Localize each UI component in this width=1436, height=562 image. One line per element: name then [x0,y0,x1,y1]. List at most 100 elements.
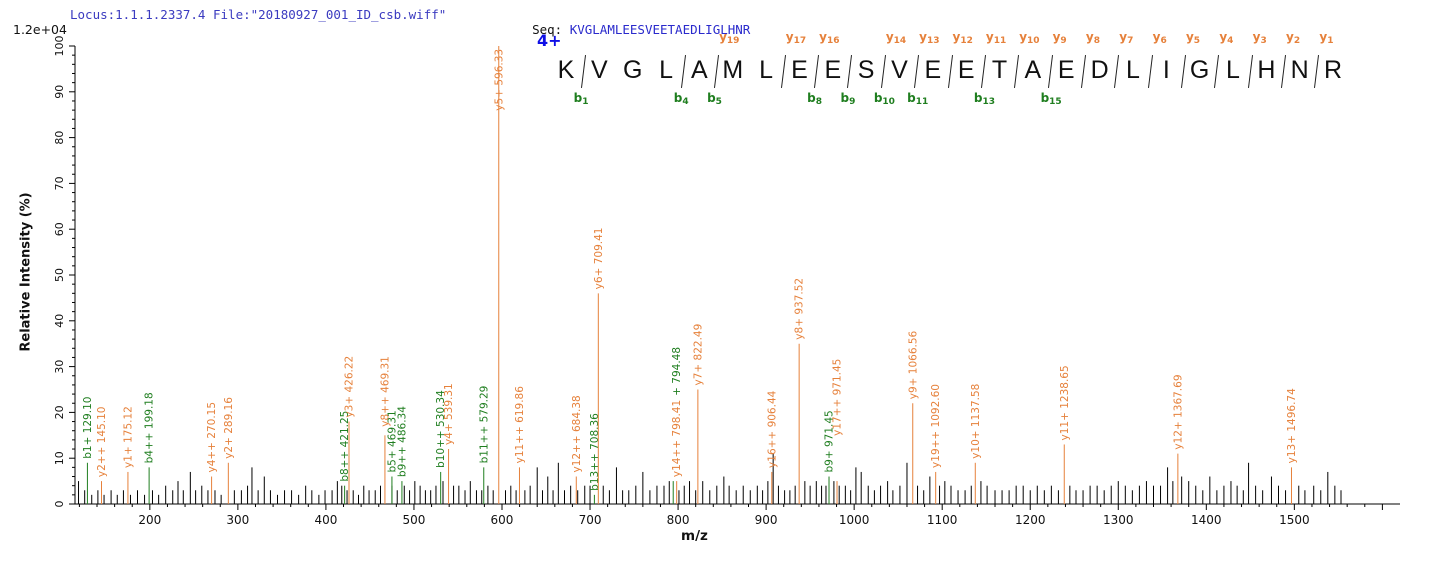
peak-label: y13+ 1496.74 [1286,388,1298,463]
ion-number: 13 [982,97,995,107]
x-axis-title: m/z [681,528,708,544]
sequence-text: KVGLAMLEESVEETAEDLIGLHNR [569,22,751,37]
y-ion-mark: y17 [786,30,807,46]
b-ion-mark: b13 [974,91,995,107]
residue-letter: E [791,56,808,84]
sequence-header: Seq: KVGLAMLEESVEETAEDLIGLHNR [517,7,750,37]
ion-prefix: y [885,30,894,44]
y-ion-mark: y7 [1119,30,1133,46]
ion-prefix: y [952,30,961,44]
ion-number: 1 [582,97,589,107]
b-ion-mark: b1 [574,91,589,107]
ion-prefix: y [719,30,727,44]
x-tick-label: 800 [667,513,690,527]
residue-letter: K [557,56,575,84]
ion-number: 5 [715,97,722,107]
peak-label: y17++ 971.45 [832,359,844,436]
ion-prefix: y [1286,30,1294,44]
b-ion-mark: b11 [907,91,929,107]
ion-prefix: y [819,30,827,44]
y-ion-mark: y14 [885,30,906,46]
ion-prefix: y [1052,30,1061,44]
y-tick-label: 10 [53,451,66,465]
peak-label: y12+ 1367.69 [1172,374,1184,449]
b-ion-mark: b9 [840,91,856,107]
residue-letter: N [1290,56,1309,84]
residue-letter: L [1226,56,1240,84]
ion-prefix: b [673,91,683,105]
y-tick-label: 50 [53,268,66,282]
ion-number: 3 [1260,36,1267,46]
x-tick-label: 1300 [1103,513,1134,527]
peak-label: y11++ 619.86 [514,386,526,464]
ion-number: 13 [927,36,940,46]
x-tick-label: 300 [226,513,249,527]
peak-label: b1+ 129.10 [82,397,94,459]
peak-label: y4++ 270.15 [206,402,218,473]
y-ion-mark: y19 [719,30,740,46]
peak-label: y8+ 937.52 [794,278,806,340]
ion-number: 11 [993,36,1007,46]
peak-label: b4++ 199.18 [144,392,156,463]
seq-label: Seq: [532,22,570,37]
peak-label: y11+ 1238.65 [1059,365,1071,440]
b-ion-mark: b8 [807,91,822,107]
ion-number: 1 [1327,36,1334,46]
peak-label: y1+ 175.12 [122,406,134,468]
ion-number: 9 [849,97,856,107]
ion-number: 2 [1293,36,1301,46]
b-ion-mark: b10 [873,91,895,107]
y-ion-mark: y2 [1286,30,1301,46]
x-tick-label: 700 [579,513,602,527]
b-ion-mark: b4 [673,91,689,107]
y-ion-mark: y10 [1019,30,1039,46]
residue-letter: M [722,56,744,84]
residue-letter: H [1257,56,1276,84]
ion-prefix: b [873,91,883,105]
residue-letter: G [622,56,643,84]
ion-number: 4 [1227,36,1234,46]
ion-number: 8 [1093,36,1101,46]
ion-number: 11 [915,97,929,107]
x-tick-label: 500 [403,513,426,527]
residue-letter: T [991,56,1008,84]
ion-prefix: b [840,91,850,105]
intensity-scale-label: 1.2e+04 [13,22,67,37]
residue-letter: E [824,56,842,84]
peak-label: y16++ 906.44 [766,390,778,468]
peak-label: y12++ 684.38 [571,395,583,472]
y-ion-mark: y11 [986,30,1007,46]
peak-label: b10++ 530.34 [435,390,447,468]
peak-label: y9+ 1066.56 [907,330,919,399]
ion-number: 6 [1160,36,1167,46]
y-ion-mark: y1 [1319,30,1334,46]
ion-number: 16 [826,36,840,46]
residue-letter: G [1189,56,1210,84]
ion-prefix: y [1185,30,1194,44]
residue-letter: S [857,56,875,84]
residue-letter: V [591,56,608,84]
ion-number: 5 [1193,36,1201,46]
ion-number: 12 [960,36,973,46]
ion-prefix: y [1019,30,1028,44]
y-ion-mark: y3 [1253,30,1267,46]
ion-prefix: b [907,91,916,105]
ion-prefix: b [1040,91,1050,105]
x-tick-label: 200 [138,513,161,527]
ion-number: 19 [726,36,740,46]
residue-letter: A [691,56,708,84]
ion-number: 17 [793,36,807,46]
y-ion-mark: y12 [952,30,973,46]
peak-label: y2++ 145.10 [96,407,108,478]
x-tick-label: 1500 [1279,513,1310,527]
peak-label: b13++ 708.36 [589,413,601,491]
peak-label: y2+ 289.16 [223,397,235,459]
ion-prefix: y [1119,30,1128,44]
y-tick-label: 100 [53,36,66,57]
x-tick-label: 400 [314,513,337,527]
ion-prefix: b [707,91,716,105]
charge-state-label: 4+ [537,31,562,50]
